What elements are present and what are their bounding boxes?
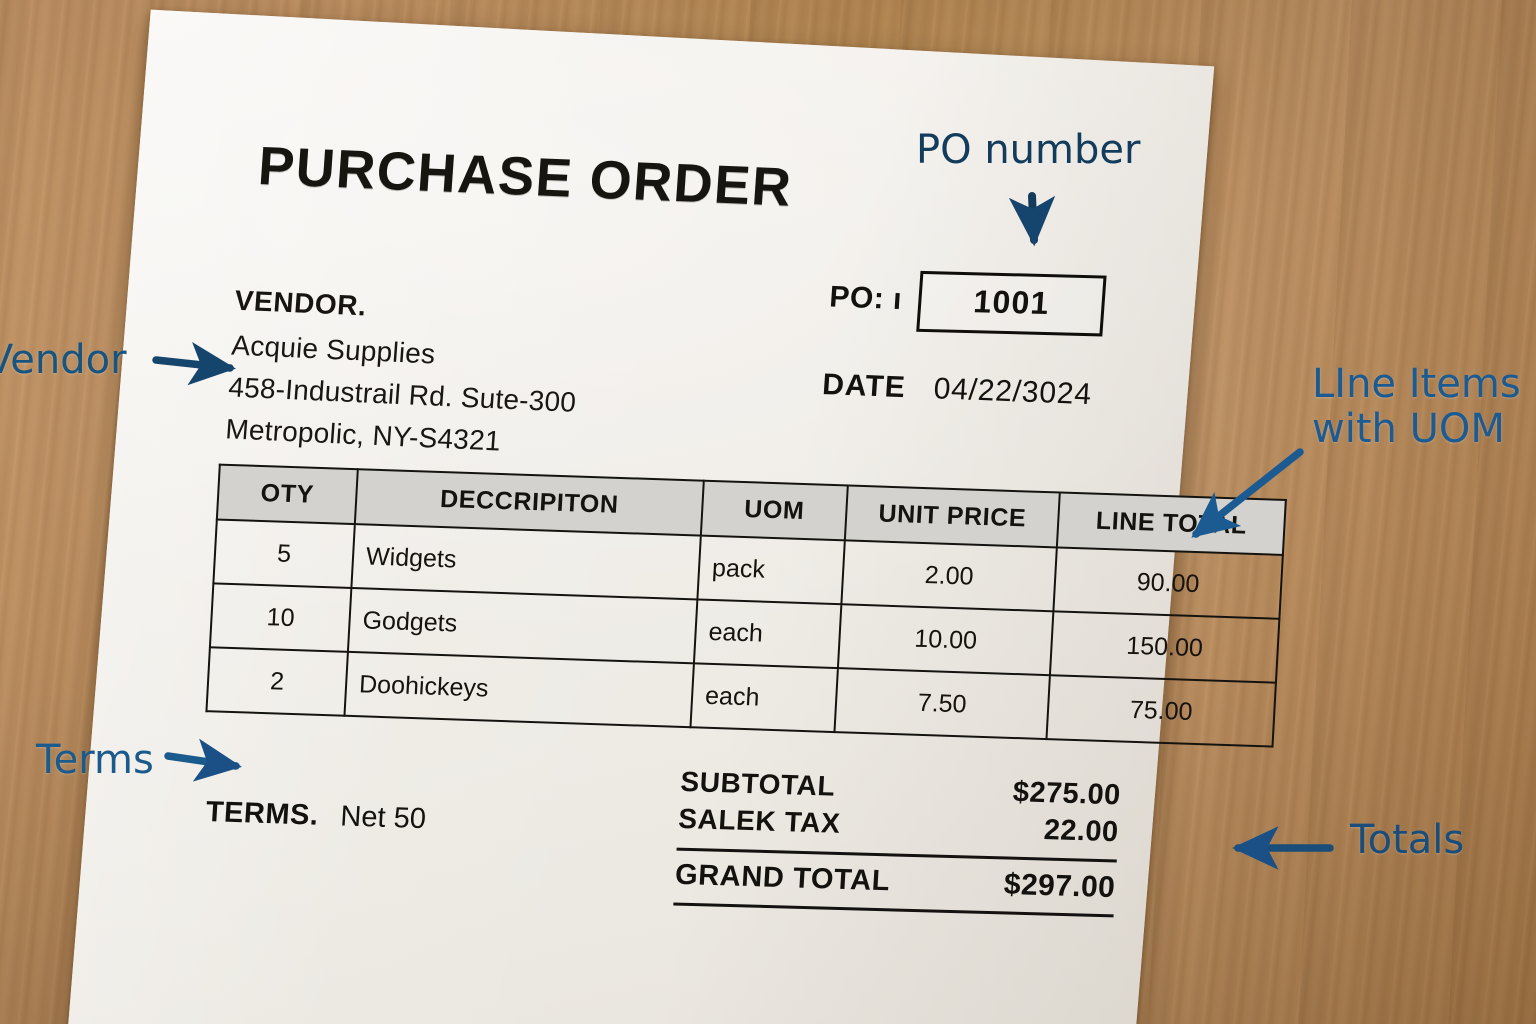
subtotal-value: $275.00 — [1012, 776, 1122, 812]
terms-row: TERMS. Net 50 — [205, 796, 427, 836]
po-number-box: 1001 — [915, 270, 1107, 337]
po-number-value: 1001 — [971, 283, 1051, 322]
line-items-table-wrapper: OTY DECCRIPITON UOM UNIT PRICE LINE TOTA… — [205, 464, 1286, 747]
date-row: DATE 04/22/3024 — [821, 368, 1093, 412]
line-items-table: OTY DECCRIPITON UOM UNIT PRICE LINE TOTA… — [205, 464, 1286, 748]
cell-line-total: 90.00 — [1053, 547, 1283, 619]
cell-uom: each — [693, 599, 842, 669]
cell-description: Godgets — [347, 588, 698, 664]
header-line-total: LINE TOTAL — [1056, 492, 1286, 555]
date-value: 04/22/3024 — [932, 372, 1093, 412]
cell-line-total: 75.00 — [1046, 675, 1276, 747]
grand-total-value: $297.00 — [1002, 867, 1117, 905]
line-items-table-body: 5 Widgets pack 2.00 90.00 10 Godgets eac… — [206, 519, 1283, 747]
cell-uom: pack — [697, 535, 845, 605]
cell-unit-price: 2.00 — [841, 540, 1057, 612]
cell-qty: 5 — [213, 519, 355, 589]
totals-block: SUBTOTAL $275.00 SALEK TAX 22.00 GRAND T… — [673, 764, 1122, 918]
cell-qty: 10 — [209, 583, 352, 652]
header-qty: OTY — [216, 464, 358, 525]
cell-line-total: 150.00 — [1049, 611, 1280, 683]
purchase-order-document: PURCHASE ORDER VENDOR. Acquie Supplies 4… — [66, 10, 1286, 1024]
cell-uom: each — [690, 663, 838, 733]
cell-description: Widgets — [351, 524, 701, 600]
cell-qty: 2 — [206, 647, 348, 716]
header-unit-price: UNIT PRICE — [844, 485, 1060, 548]
sales-tax-label: SALEK TAX — [677, 802, 842, 839]
po-number-label: PO: ı — [828, 279, 904, 316]
po-number-row: PO: ı 1001 — [827, 266, 1107, 337]
cell-unit-price: 10.00 — [837, 604, 1054, 676]
terms-label: TERMS. — [204, 796, 320, 832]
date-label: DATE — [821, 368, 907, 405]
sales-tax-value: 22.00 — [1042, 814, 1120, 849]
cell-unit-price: 7.50 — [834, 668, 1050, 740]
terms-value: Net 50 — [339, 800, 427, 836]
vendor-block: VENDOR. Acquie Supplies 458-Industrail R… — [224, 285, 706, 472]
header-uom: UOM — [700, 480, 848, 541]
subtotal-label: SUBTOTAL — [679, 765, 837, 802]
grand-total-label: GRAND TOTAL — [674, 858, 892, 898]
grand-total-row: GRAND TOTAL $297.00 — [674, 856, 1116, 907]
page-title: PURCHASE ORDER — [256, 135, 795, 218]
cell-description: Doohickeys — [344, 651, 694, 728]
